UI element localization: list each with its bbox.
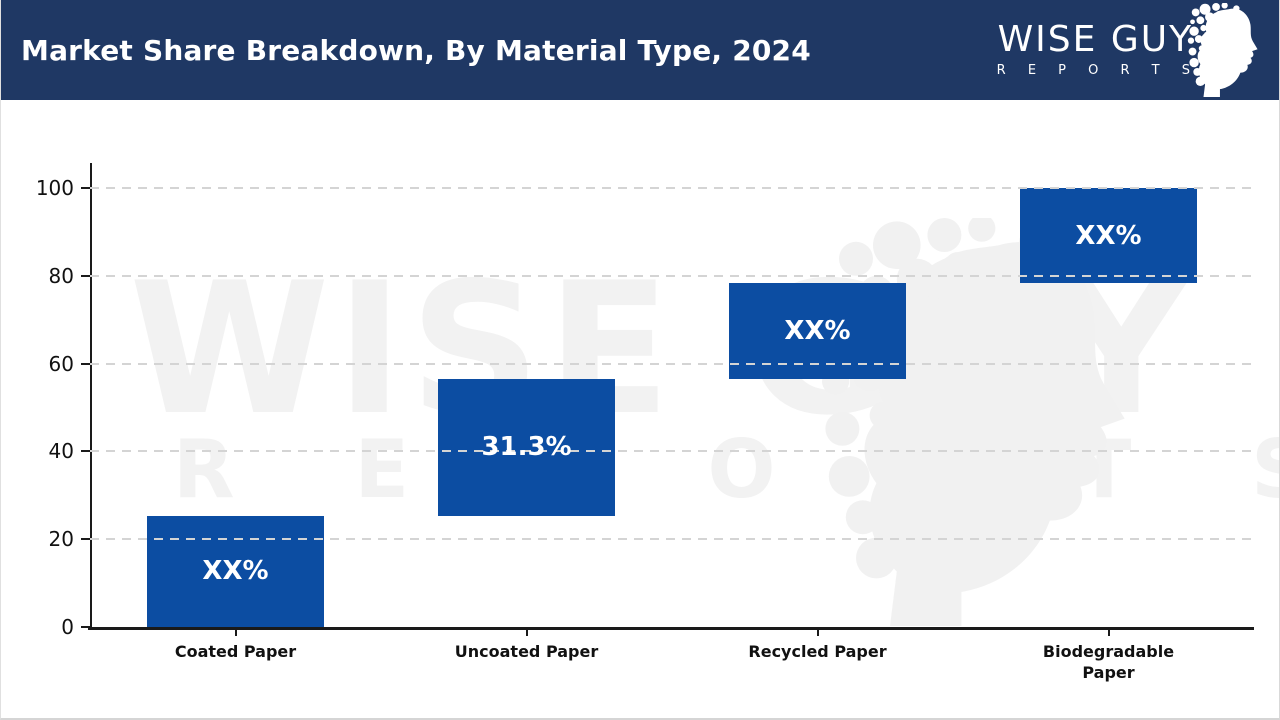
gridline-20	[90, 538, 1254, 541]
gridline-40	[90, 450, 1254, 453]
bar-coated-paper	[147, 515, 324, 627]
wiseguy-logo-text: WISE GUY R E P O R T S	[992, 19, 1199, 79]
y-axis-tick-mark	[81, 450, 90, 453]
x-category-label: Uncoated Paper	[454, 642, 599, 661]
wiseguy-head-icon	[1187, 3, 1258, 97]
logo-brand-name: WISE GUY	[997, 19, 1194, 60]
x-axis-tick-mark	[1107, 627, 1110, 636]
bar-value-label: XX%	[784, 315, 851, 346]
y-axis-tick-label: 20	[48, 527, 74, 552]
x-axis-tick-mark	[816, 627, 819, 636]
gridline-100	[90, 187, 1254, 190]
gridline-60	[90, 362, 1254, 365]
y-axis-line	[90, 163, 92, 627]
page-title: Market Share Breakdown, By Material Type…	[21, 33, 811, 67]
y-axis-tick-mark	[81, 362, 90, 365]
wiseguy-logo: WISE GUY R E P O R T S	[992, 3, 1269, 97]
y-axis-tick-label: 40	[48, 439, 74, 464]
bar-value-label: XX%	[1075, 220, 1142, 251]
bar-uncoated-paper	[438, 378, 615, 516]
y-axis-tick-mark	[81, 538, 90, 541]
x-category-label: Coated Paper	[174, 642, 297, 661]
plot-area: 0 20 40 60 80 100 XX% Coated Paper 31.3% Uncoated…	[36, 163, 1254, 682]
gridline-80	[90, 274, 1254, 277]
x-category-label: Biodegradable Paper	[1042, 642, 1175, 682]
x-axis-tick-mark	[525, 627, 528, 636]
bar-value-label: 31.3%	[481, 432, 572, 463]
header-bar: Market Share Breakdown, By Material Type…	[1, 0, 1279, 100]
bar-biodegradable-paper	[1020, 188, 1197, 284]
y-axis-tick-mark	[81, 274, 90, 277]
y-axis-tick-label: 100	[35, 176, 74, 201]
x-axis-tick-mark	[234, 627, 237, 636]
y-axis-tick-label: 60	[48, 351, 74, 376]
y-axis-tick-label: 0	[61, 615, 74, 639]
x-axis-line	[88, 627, 1254, 630]
x-category-label: Recycled Paper	[748, 642, 887, 661]
y-axis-tick-label: 80	[48, 263, 74, 288]
chart-area: WISE GUY R E P O R T S 0 20 40 60 80 100 XX% Co…	[1, 100, 1279, 718]
bar-value-label: XX%	[202, 556, 269, 587]
y-axis-tick-mark	[81, 626, 90, 628]
logo-brand-subtitle: R E P O R T S	[996, 63, 1199, 78]
y-axis-tick-mark	[81, 187, 90, 190]
